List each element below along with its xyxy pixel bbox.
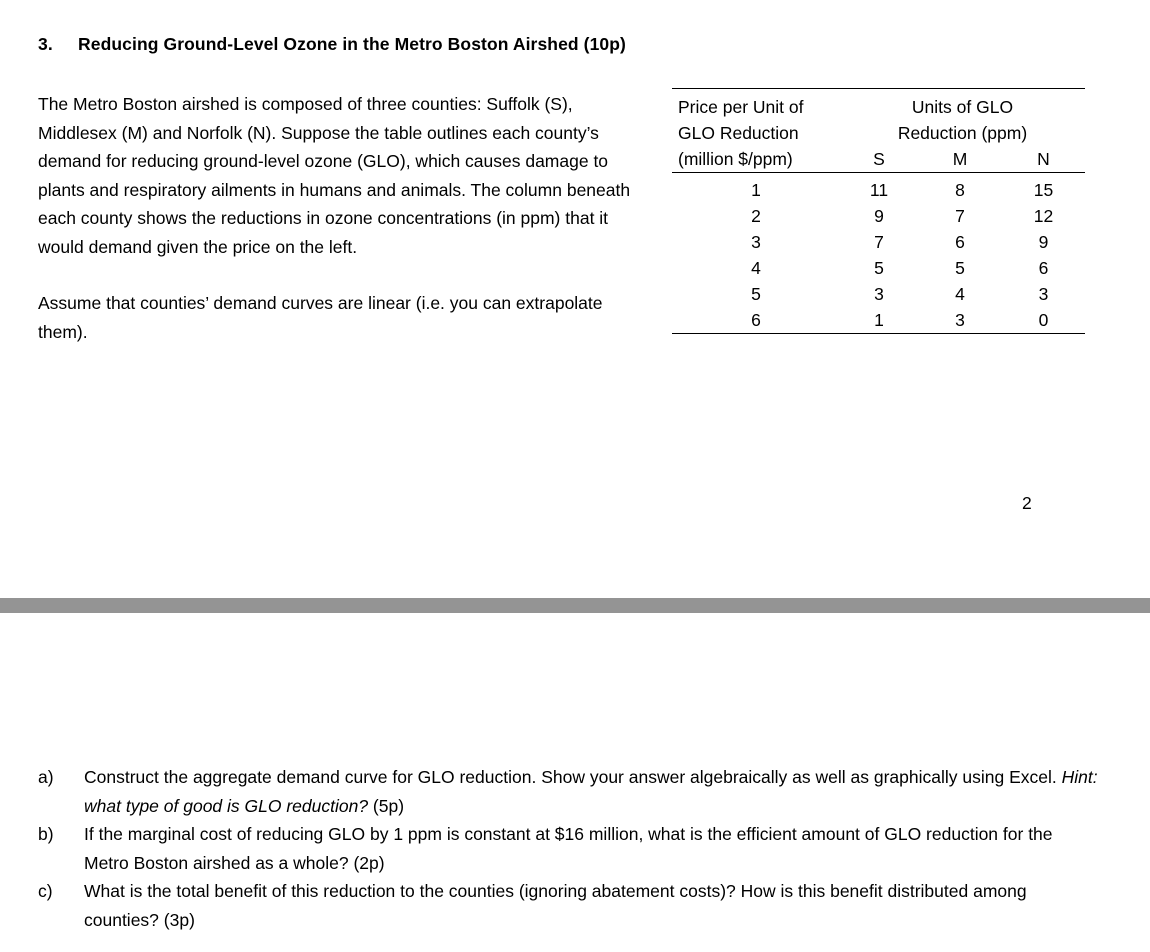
cell-s: 9: [874, 206, 884, 226]
header-units-line2: Reduction (ppm): [897, 123, 1028, 143]
cell-price: 3: [751, 232, 761, 252]
cell-price: 1: [751, 180, 761, 200]
list-marker-b: b): [38, 824, 54, 844]
cell-m: 4: [955, 284, 965, 304]
column-header-m: M: [952, 149, 968, 169]
sub-question-list: a) Construct the aggregate demand curve …: [38, 763, 1098, 934]
column-header-s: S: [873, 149, 885, 169]
cell-m: 3: [955, 310, 965, 330]
table-rule-top: [672, 88, 1085, 94]
table-rule-bottom: [672, 333, 1085, 339]
header-units-line1: Units of GLO: [911, 97, 1014, 117]
list-item: a) Construct the aggregate demand curve …: [38, 763, 1098, 820]
cell-price: 5: [751, 284, 761, 304]
cell-m: 8: [955, 180, 965, 200]
table-row: 2 9 7 12: [672, 203, 1085, 229]
list-item: b) If the marginal cost of reducing GLO …: [38, 820, 1098, 877]
table-row: 5 3 4 3: [672, 281, 1085, 307]
sub-a-hint: Hint: what type of good is GLO reduction…: [84, 767, 1098, 816]
header-price-line2: GLO Reduction: [678, 123, 799, 143]
cell-price: 6: [751, 310, 761, 330]
list-text-b: If the marginal cost of reducing GLO by …: [84, 824, 1053, 873]
table-row: 4 5 5 6: [672, 255, 1085, 281]
cell-s: 1: [874, 310, 884, 330]
cell-m: 7: [955, 206, 965, 226]
sub-a-text-before: Construct the aggregate demand curve for…: [84, 767, 1062, 787]
cell-n: 6: [1038, 258, 1049, 278]
cell-n: 0: [1038, 310, 1049, 330]
table-rule-middle: [672, 172, 1085, 177]
cell-s: 7: [874, 232, 884, 252]
table-header-row-3: (million $/ppm) S M N: [672, 146, 1085, 173]
list-marker-a: a): [38, 767, 54, 787]
sub-a-text-after: (5p): [368, 795, 405, 816]
body-paragraph-1: The Metro Boston airshed is composed of …: [38, 94, 631, 257]
body-paragraph-2: Assume that counties’ demand curves are …: [38, 293, 603, 342]
cell-price: 4: [751, 258, 761, 278]
question-heading: 3. Reducing Ground-Level Ozone in the Met…: [38, 34, 626, 55]
question-number: 3.: [38, 34, 53, 54]
table-row: 6 1 3 0: [672, 307, 1085, 334]
question-title: Reducing Ground-Level Ozone in the Metro…: [78, 34, 626, 54]
table-row: 3 7 6 9: [672, 229, 1085, 255]
header-price-line3: (million $/ppm): [678, 149, 793, 169]
cell-s: 3: [874, 284, 884, 304]
list-text-a: Construct the aggregate demand curve for…: [84, 763, 1098, 820]
table-header-row-1: Price per Unit of Units of GLO: [672, 94, 1085, 120]
question-body: The Metro Boston airshed is composed of …: [38, 90, 638, 346]
column-header-n: N: [1037, 149, 1050, 169]
table-row: 1 11 8 15: [672, 177, 1085, 203]
cell-s: 5: [874, 258, 884, 278]
cell-m: 5: [955, 258, 965, 278]
list-marker-c: c): [38, 881, 53, 901]
cell-price: 2: [751, 206, 761, 226]
page-separator-bar: [0, 598, 1150, 613]
cell-n: 12: [1033, 206, 1054, 226]
cell-n: 9: [1038, 232, 1049, 252]
glo-demand-table: Price per Unit of Units of GLO GLO Reduc…: [672, 88, 1085, 339]
list-text-c: What is the total benefit of this reduct…: [84, 881, 1027, 930]
table-header-row-2: GLO Reduction Reduction (ppm): [672, 120, 1085, 146]
cell-n: 15: [1033, 180, 1054, 200]
page-number: 2: [1022, 493, 1032, 513]
cell-n: 3: [1038, 284, 1049, 304]
header-price-line1: Price per Unit of: [678, 97, 804, 117]
cell-s: 11: [869, 180, 889, 200]
list-item: c) What is the total benefit of this red…: [38, 877, 1098, 934]
cell-m: 6: [955, 232, 965, 252]
